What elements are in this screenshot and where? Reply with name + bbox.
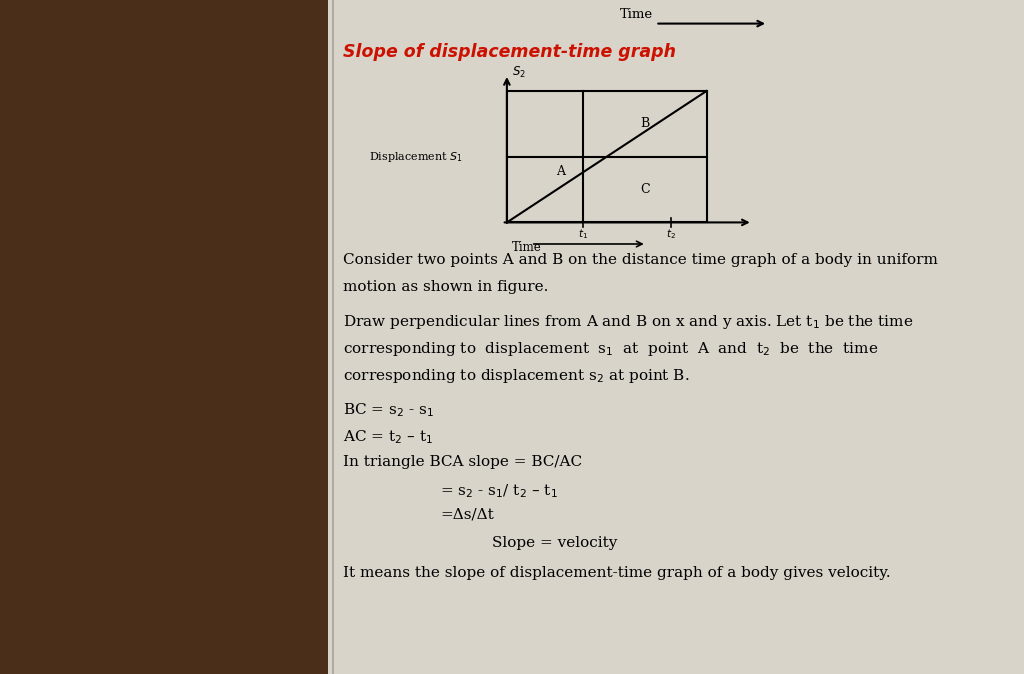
- Text: Displacement $S_1$: Displacement $S_1$: [369, 150, 463, 164]
- Text: $S_2$: $S_2$: [512, 65, 526, 80]
- Text: Time: Time: [512, 241, 542, 253]
- Bar: [328, 0, 1024, 674]
- Text: BC = s$_2$ - s$_1$: BC = s$_2$ - s$_1$: [343, 401, 434, 419]
- Text: AC = t$_2$ – t$_1$: AC = t$_2$ – t$_1$: [343, 428, 433, 446]
- Text: corresponding to  displacement  s$_1$  at  point  A  and  t$_2$  be  the  time: corresponding to displacement s$_1$ at p…: [343, 340, 879, 359]
- Text: Slope = velocity: Slope = velocity: [492, 536, 616, 550]
- Text: It means the slope of displacement-time graph of a body gives velocity.: It means the slope of displacement-time …: [343, 566, 891, 580]
- Text: motion as shown in figure.: motion as shown in figure.: [343, 280, 549, 294]
- Text: Time: Time: [620, 8, 652, 21]
- Text: In triangle BCA slope = BC/AC: In triangle BCA slope = BC/AC: [343, 455, 583, 469]
- Text: Slope of displacement-time graph: Slope of displacement-time graph: [343, 43, 676, 61]
- Text: corresponding to displacement s$_2$ at point B.: corresponding to displacement s$_2$ at p…: [343, 367, 689, 386]
- Text: = s$_2$ - s$_1$/ t$_2$ – t$_1$: = s$_2$ - s$_1$/ t$_2$ – t$_1$: [440, 482, 558, 499]
- Text: A: A: [556, 165, 564, 178]
- Bar: [507, 91, 707, 222]
- Text: B: B: [640, 117, 649, 130]
- Text: =Δs/Δt: =Δs/Δt: [440, 508, 494, 522]
- Text: C: C: [640, 183, 649, 196]
- Text: $t_1$: $t_1$: [578, 227, 588, 241]
- Text: Draw perpendicular lines from A and B on x and y axis. Let t$_1$ be the time: Draw perpendicular lines from A and B on…: [343, 313, 913, 332]
- Text: $t_2$: $t_2$: [666, 227, 676, 241]
- Text: Consider two points A and B on the distance time graph of a body in uniform: Consider two points A and B on the dista…: [343, 253, 938, 267]
